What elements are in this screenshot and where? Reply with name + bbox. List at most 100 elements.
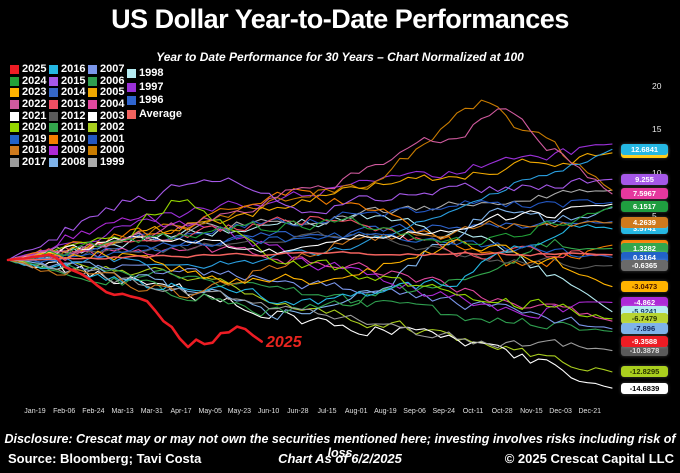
legend-swatch	[127, 109, 136, 119]
legend-item-2025: 2025	[10, 64, 46, 76]
legend-item-2008: 2008	[49, 157, 85, 169]
value-badge--0.6365: -0.6365	[621, 260, 668, 272]
legend-item-2021: 2021	[10, 110, 46, 122]
legend-swatch	[10, 111, 19, 121]
legend-label: 2025	[22, 63, 47, 76]
x-tick-dec-03: Dec-03	[549, 408, 572, 415]
legend-swatch	[127, 82, 136, 92]
legend-item-2006: 2006	[88, 75, 124, 88]
y-tick-15: 15	[652, 124, 662, 135]
legend-item-2013: 2013	[49, 99, 85, 111]
legend-label: Average	[139, 107, 183, 120]
legend-swatch	[49, 65, 58, 75]
legend-item-1998: 1998	[127, 67, 182, 81]
legend-label: 2013	[61, 98, 86, 111]
legend-column: 2007 2006 2005 2004 2003 2002 2001 2000 1999	[88, 64, 124, 168]
legend-label: 2001	[100, 132, 125, 145]
legend-swatch	[10, 123, 19, 133]
legend-label: 1999	[100, 156, 125, 169]
legend-swatch	[10, 88, 19, 98]
legend-swatch	[49, 134, 58, 144]
legend-label: 2018	[22, 144, 47, 157]
legend-item-2023: 2023	[10, 87, 46, 99]
y-tick-20: 20	[652, 80, 662, 91]
legend-label: 2023	[22, 86, 47, 99]
legend-item-2022: 2022	[10, 99, 46, 111]
value-badge-3.5741: 3.5741	[621, 223, 668, 235]
legend-label: 2000	[100, 144, 125, 157]
value-badge--14.6839: -14.6839	[621, 382, 668, 394]
legend-column: 1998 1997 1996 Average	[127, 67, 182, 121]
legend-swatch	[49, 88, 58, 98]
legend-label: 2022	[22, 98, 47, 111]
legend-label: 1998	[139, 67, 164, 80]
y-tick-5: 5	[652, 211, 672, 221]
legend-label: 1997	[139, 80, 164, 93]
legend-item-2011: 2011	[49, 122, 85, 134]
legend-swatch	[10, 146, 19, 156]
value-badge--7.896: -7.896	[621, 323, 668, 335]
value-badge--6.7479: -6.7479	[621, 313, 668, 325]
legend-label: 2019	[22, 132, 47, 145]
x-tick-dec-21: Dec-21	[578, 408, 602, 415]
legend-swatch	[88, 65, 97, 75]
legend-item-2024: 2024	[10, 74, 47, 88]
legend-item-2020: 2020	[10, 122, 46, 134]
legend-label: 2010	[61, 132, 86, 145]
legend-item-2000: 2000	[88, 145, 124, 157]
legend-label: 2015	[61, 74, 86, 87]
value-badge-6.1517: 6.1517	[621, 200, 668, 212]
legend-swatch	[88, 111, 97, 121]
legend-item-2001: 2001	[88, 132, 125, 146]
x-tick-nov-15: Nov-15	[520, 408, 543, 415]
legend-swatch	[49, 111, 58, 121]
legend-swatch	[10, 134, 19, 144]
legend-swatch	[49, 76, 58, 86]
legend-label: 2009	[61, 144, 86, 157]
legend-item-2019: 2019	[10, 132, 47, 146]
chart-as-of: Chart As of 6/2/2025	[278, 451, 402, 466]
x-tick-may-05: May-05	[198, 408, 222, 415]
footer: Source: Bloomberg; Tavi Costa Chart As o…	[0, 451, 680, 471]
legend-swatch	[49, 100, 58, 110]
legend-item-2003: 2003	[88, 110, 124, 122]
legend-swatch	[88, 158, 97, 168]
legend-column: 2025 2024 2023 2022 2021 2020 2019 2018 2017	[10, 64, 46, 168]
legend-swatch	[10, 158, 19, 168]
value-badge-7.5967: 7.5967	[621, 188, 668, 200]
value-badge--3.0473: -3.0473	[621, 281, 668, 293]
value-badge-0.3164: 0.3164	[621, 251, 668, 263]
legend-item-2010: 2010	[49, 132, 86, 146]
legend-item-2002: 2002	[88, 122, 124, 134]
x-tick-aug-19: Aug-19	[374, 408, 397, 415]
value-badge--10.3878: -10.3878	[621, 345, 668, 357]
legend-item-2016: 2016	[49, 64, 85, 76]
x-tick-feb-06: Feb-06	[53, 408, 76, 415]
legend-label: 2024	[22, 74, 47, 87]
legend-label: 2012	[61, 109, 86, 122]
x-tick-mar-31: Mar-31	[140, 408, 163, 415]
value-badge--12.8295: -12.8295	[621, 366, 668, 378]
value-badge--5.9241: -5.9241	[621, 306, 668, 318]
legend-label: 1996	[139, 94, 164, 107]
legend-label: 2004	[100, 98, 125, 111]
legend-item-2014: 2014	[49, 87, 85, 99]
legend-item-2018: 2018	[10, 145, 46, 157]
legend-swatch	[49, 158, 58, 168]
legend-label: 2003	[100, 109, 125, 122]
legend-swatch	[49, 146, 58, 156]
legend-label: 2007	[100, 63, 125, 76]
legend-label: 2016	[61, 63, 86, 76]
x-tick-apr-17: Apr-17	[170, 408, 192, 415]
legend-swatch	[10, 76, 19, 86]
legend-swatch	[49, 123, 58, 133]
legend-label: 2021	[22, 109, 47, 122]
legend-swatch	[88, 123, 97, 133]
legend-label: 2002	[100, 121, 125, 134]
value-badge-12.6841: 12.6841	[621, 143, 668, 155]
legend-swatch	[10, 100, 19, 110]
legend-item-2012: 2012	[49, 110, 85, 122]
legend-label: 2017	[22, 156, 47, 169]
legend-item-2015: 2015	[49, 74, 86, 88]
